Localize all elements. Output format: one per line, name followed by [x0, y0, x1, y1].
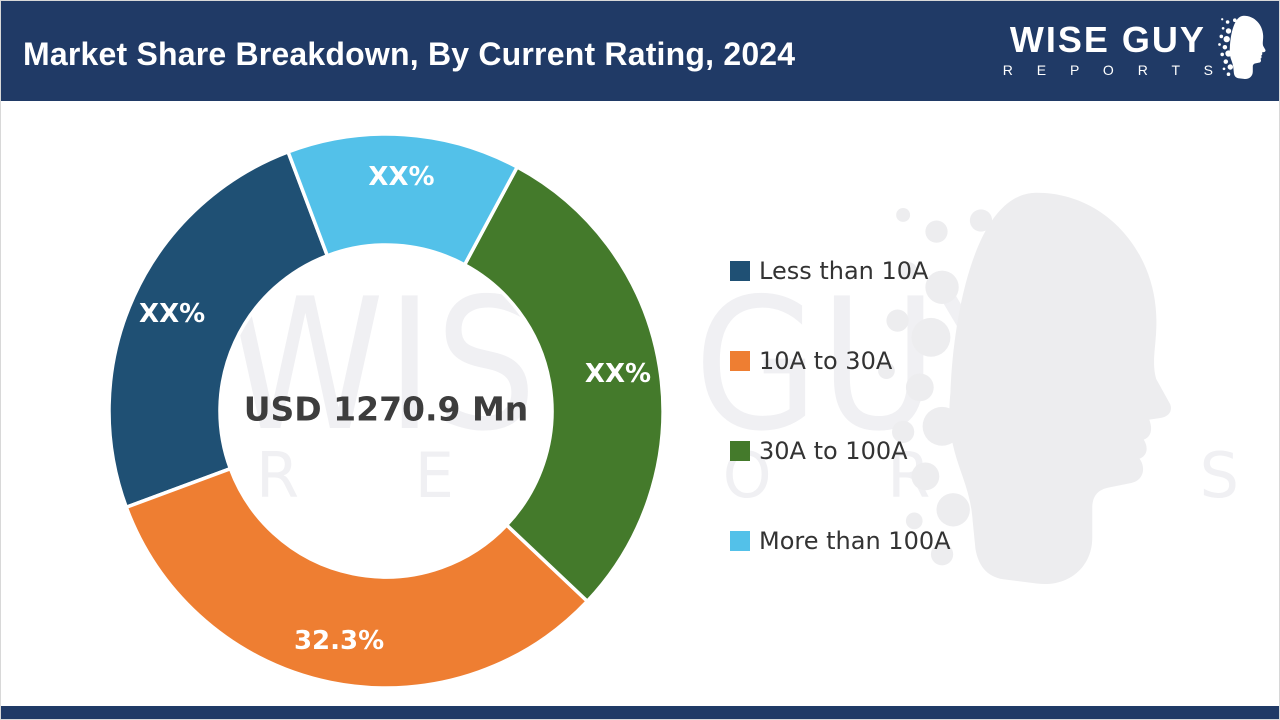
- chart-center-value: USD 1270.9 Mn: [243, 389, 529, 429]
- slice-label: XX%: [368, 161, 435, 192]
- legend-item: 30A to 100A: [730, 437, 908, 465]
- donut-slice: [107, 150, 330, 510]
- legend-label: Less than 10A: [759, 257, 929, 285]
- brand-logo: WISE GUY R E P O R T S: [1003, 11, 1269, 87]
- legend-item: More than 100A: [730, 527, 951, 555]
- brand-logo-text: WISE GUY R E P O R T S: [1003, 19, 1213, 79]
- legend-item: 10A to 30A: [730, 347, 892, 375]
- legend-swatch: [730, 351, 750, 371]
- legend-label: 10A to 30A: [759, 347, 893, 375]
- brand-subtitle: R E P O R T S: [1002, 62, 1223, 78]
- footer-bar: [1, 706, 1279, 719]
- legend-swatch: [730, 531, 750, 551]
- legend-swatch: [730, 261, 750, 281]
- donut-slice: [286, 132, 519, 267]
- legend-label: 30A to 100A: [759, 437, 908, 465]
- brand-face-icon: [1218, 15, 1266, 80]
- legend-label: More than 100A: [759, 527, 951, 555]
- donut-slice: [462, 165, 665, 604]
- slice-label: XX%: [139, 298, 206, 329]
- page-title: Market Share Breakdown, By Current Ratin…: [23, 35, 796, 72]
- header-bar: Market Share Breakdown, By Current Ratin…: [1, 1, 1279, 101]
- brand-name: WISE GUY: [1009, 19, 1206, 60]
- legend-swatch: [730, 441, 750, 461]
- slice-label: XX%: [584, 358, 652, 389]
- legend-item: Less than 10A: [730, 257, 928, 285]
- donut-slice: [124, 466, 590, 690]
- slice-label: 32.3%: [293, 626, 385, 657]
